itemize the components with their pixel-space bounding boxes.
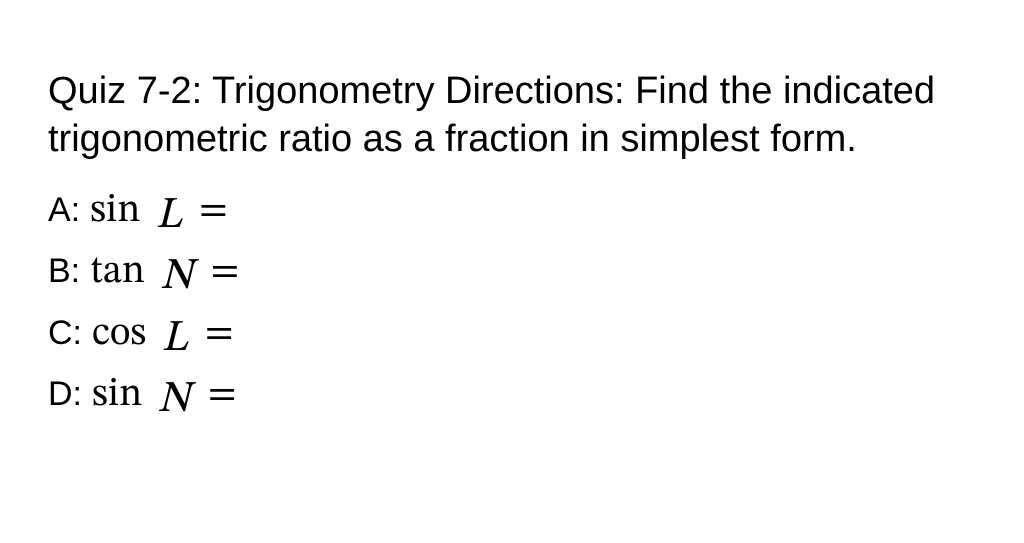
option-a: A: sin L = [48,181,984,240]
trig-var: L [156,194,182,238]
option-math: sin L = [90,181,228,240]
option-label: A: [48,188,80,234]
option-d: D: sin N = [48,365,984,424]
trig-fn: tan [90,252,145,292]
trig-fn: cos [92,314,146,354]
option-b: B: tan N = [48,242,984,301]
trig-var: N [158,378,191,422]
option-label: D: [48,372,82,418]
quiz-page: Quiz 7-2: Trigonometry Directions: Find … [0,0,1024,467]
equals-sign: = [199,191,228,231]
trig-fn: sin [90,191,140,231]
trig-var: L [162,317,188,361]
options-list: A: sin L = B: tan N = C: cos L = D: [48,181,984,425]
trig-fn: sin [92,375,142,415]
option-label: B: [48,249,80,295]
equals-sign: = [210,252,239,292]
option-c: C: cos L = [48,304,984,363]
option-math: cos L = [92,304,234,363]
equals-sign: = [208,375,237,415]
option-math: sin N = [92,365,237,424]
equals-sign: = [205,314,234,354]
question-text: Quiz 7-2: Trigonometry Directions: Find … [48,68,948,163]
option-label: C: [48,311,82,357]
option-math: tan N = [90,242,239,301]
trig-var: N [160,255,193,299]
